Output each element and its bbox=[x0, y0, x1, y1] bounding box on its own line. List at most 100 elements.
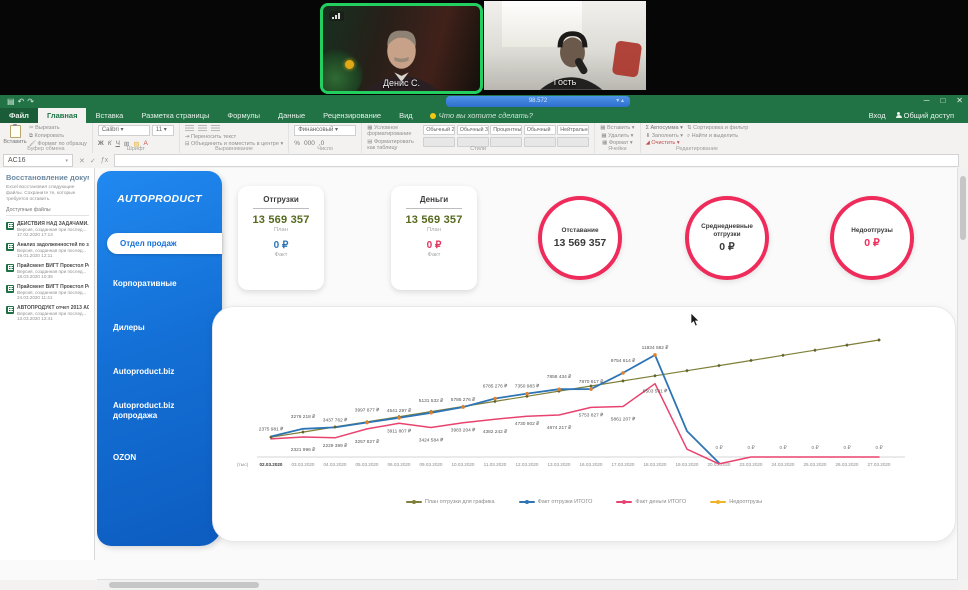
fx-icon[interactable]: ƒx bbox=[100, 156, 109, 164]
cell-style-chip[interactable]: Процентный 2 bbox=[490, 125, 523, 135]
sidebar-item-5[interactable]: OZON bbox=[113, 453, 137, 462]
percent-style-button[interactable]: % bbox=[294, 139, 300, 147]
x-tick-label: 23.03.2020 bbox=[740, 462, 763, 467]
delete-cells-button[interactable]: ▦ Удалить ▾ bbox=[601, 132, 634, 139]
ribbon-tab-2[interactable]: Вставка bbox=[95, 111, 124, 120]
vertical-scrollbar[interactable] bbox=[957, 168, 968, 580]
paste-button[interactable]: Вставить bbox=[3, 124, 27, 145]
recovered-file[interactable]: Прайсмент ВИГТ Прокстол Ре... Версия, соз… bbox=[6, 284, 89, 300]
cell-style-chip[interactable]: Обычный bbox=[523, 125, 556, 135]
cell-style-chip[interactable]: Обычный 2 bbox=[423, 125, 456, 135]
horizontal-scrollbar[interactable] bbox=[97, 579, 958, 590]
cell-style-chip-disabled bbox=[456, 136, 489, 147]
ribbon-tabs: Файл Главная Вставка Разметка страницы Форму… bbox=[0, 108, 968, 123]
person-silhouette bbox=[363, 30, 440, 91]
ribbon-tab-7[interactable]: Вид bbox=[399, 111, 413, 120]
ribbon-tab-6[interactable]: Рецензирование bbox=[323, 111, 382, 120]
formula-input[interactable] bbox=[114, 154, 959, 167]
plan-value: 13 569 357 bbox=[405, 214, 463, 226]
enter-icon[interactable]: ✓ bbox=[89, 157, 96, 165]
kpi-circle-lag: Отставание 13 569 357 bbox=[538, 196, 622, 280]
italic-button[interactable]: К bbox=[107, 139, 112, 147]
recovered-file[interactable]: ДЕЙСТВИЯ НАД ЗАДАЧАМИ... Версия, созданна… bbox=[6, 221, 89, 237]
align-middle-icon[interactable] bbox=[197, 125, 207, 132]
sidebar-item-4[interactable]: Autoproduct.biz допродажа bbox=[113, 401, 175, 420]
sidebar-item-0[interactable]: Отдел продаж bbox=[107, 233, 222, 254]
scroll-thumb[interactable] bbox=[109, 582, 259, 588]
circle-value: 13 569 357 bbox=[553, 237, 607, 250]
fill-color-button[interactable]: ▨ bbox=[133, 140, 140, 148]
scroll-thumb[interactable] bbox=[960, 176, 966, 240]
recovered-file[interactable]: Анализ задолженностей по зад...Версия, с… bbox=[6, 242, 89, 258]
bold-button[interactable]: Ж bbox=[97, 139, 104, 147]
tell-me-box[interactable]: Что вы хотите сделать? bbox=[422, 108, 541, 123]
recovered-file[interactable]: Прайсмент ВИГТ Прокстол Ре... Версия, соз… bbox=[6, 263, 89, 279]
find-select-button[interactable]: ⌕ Найти и выделить bbox=[687, 132, 739, 139]
ribbon-tab-0[interactable]: Файл bbox=[0, 108, 38, 123]
clear-button[interactable]: ◢ Очистить ▾ bbox=[645, 140, 680, 146]
redo-icon: ↷ bbox=[27, 97, 37, 106]
video-tile-active-speaker[interactable]: Денис С. bbox=[320, 3, 483, 94]
sidebar-item-1[interactable]: Корпоративные bbox=[113, 279, 177, 288]
nedootgruzy-marker bbox=[621, 371, 625, 375]
share-button[interactable]: Общий доступ bbox=[895, 111, 954, 120]
name-box[interactable]: AC16 ▾ bbox=[3, 154, 73, 167]
decimal-button[interactable]: ,0 bbox=[318, 139, 325, 147]
fill-button[interactable]: ⬇ Заполнить ▾ bbox=[645, 132, 684, 139]
zero-data-label: 0 ₽ bbox=[811, 445, 819, 451]
sort-filter-button[interactable]: ⇅ Сортировка и фильтр bbox=[687, 125, 749, 131]
data-label-fact-shipments: 7350 983 ₽ bbox=[515, 384, 540, 390]
insert-cells-button[interactable]: ▦ Вставить ▾ bbox=[600, 125, 635, 131]
copy-button[interactable]: ⧉ Копировать bbox=[29, 132, 65, 139]
chevron-down-icon: ▾ bbox=[65, 157, 68, 164]
ribbon-tab-3[interactable]: Разметка страницы bbox=[141, 111, 210, 120]
video-tile-guest[interactable]: Гость bbox=[484, 1, 646, 90]
align-top-icon[interactable] bbox=[184, 125, 194, 132]
cell-style-chip[interactable]: Нейтральный bbox=[557, 125, 590, 135]
merge-center-button[interactable]: ⊟ Объединить и поместить в центре ▾ bbox=[184, 141, 284, 147]
font-size-select[interactable]: 11 ▾ bbox=[151, 125, 174, 136]
plan-marker bbox=[877, 338, 881, 342]
legend-item: План отгрузки для графика bbox=[405, 499, 495, 505]
font-color-button[interactable]: A bbox=[143, 139, 148, 147]
cut-button[interactable]: ✂ Вырезать bbox=[29, 125, 60, 131]
cell-style-chip[interactable]: Обычный 3 bbox=[456, 125, 489, 135]
data-label-fact-money: 4874 217 ₽ bbox=[547, 425, 572, 431]
sidebar-item-2[interactable]: Дилеры bbox=[113, 323, 145, 332]
ribbon-tab-1[interactable]: Главная bbox=[37, 108, 87, 123]
conditional-formatting-button[interactable]: ▦ Условное форматирование bbox=[367, 125, 412, 138]
kpi-circle-undershipments: Недоотгрузы 0 ₽ bbox=[830, 196, 914, 280]
underline-button[interactable]: Ч bbox=[115, 139, 120, 147]
data-label-fact-shipments: 3997 877 ₽ bbox=[355, 408, 380, 414]
number-format-select[interactable]: Финансовый ▾ bbox=[294, 125, 357, 136]
font-name-select[interactable]: Calibri ▾ bbox=[97, 125, 150, 136]
format-cells-button[interactable]: ▦ Формат ▾ bbox=[602, 140, 633, 146]
cancel-icon[interactable]: ✕ bbox=[79, 157, 85, 165]
format-painter-button[interactable]: 🖌 Формат по образцу bbox=[29, 141, 87, 147]
sidebar-item-3[interactable]: Autoproduct.biz bbox=[113, 367, 175, 376]
nedootgruzy-marker bbox=[365, 420, 369, 425]
autosum-button[interactable]: Σ Автосумма ▾ bbox=[645, 125, 683, 131]
minimize-button[interactable]: ─ bbox=[923, 96, 930, 105]
cell-style-chip-disabled bbox=[490, 136, 523, 147]
plan-marker bbox=[717, 363, 721, 368]
screen-share-overlay[interactable]: 98.572 ▾ ▴ bbox=[446, 96, 630, 107]
plan-marker bbox=[653, 373, 657, 378]
group-number: Финансовый ▾ % 000,0 Число bbox=[289, 123, 363, 153]
axis-unit-label: (тыс) bbox=[237, 462, 249, 468]
ribbon-tab-4[interactable]: Формулы bbox=[227, 111, 261, 120]
close-button[interactable]: ✕ bbox=[956, 96, 963, 105]
sign-in-button[interactable]: Вход bbox=[868, 111, 886, 120]
flower-decoration bbox=[345, 60, 354, 69]
maximize-button[interactable]: □ bbox=[940, 96, 946, 105]
format-as-table-button[interactable]: ▤ Форматировать как таблицу bbox=[367, 138, 414, 151]
wrap-text-button[interactable]: ⇥ Переносить текст bbox=[184, 133, 237, 140]
align-bottom-icon[interactable] bbox=[210, 125, 220, 132]
recovered-file[interactable]: АВТОПРОДУКТ отчет 2013 АС... Версия, созд… bbox=[6, 305, 89, 321]
overlay-controls-icon[interactable]: ▾ ▴ bbox=[616, 98, 624, 104]
quick-access-toolbar[interactable]: ▤↶↷ bbox=[7, 97, 37, 106]
borders-button[interactable]: ⊞ bbox=[123, 140, 130, 148]
ribbon-tab-5[interactable]: Данные bbox=[278, 111, 306, 120]
circle-title: Недоотгрузы bbox=[851, 226, 893, 234]
comma-style-button[interactable]: 000 bbox=[304, 139, 315, 147]
